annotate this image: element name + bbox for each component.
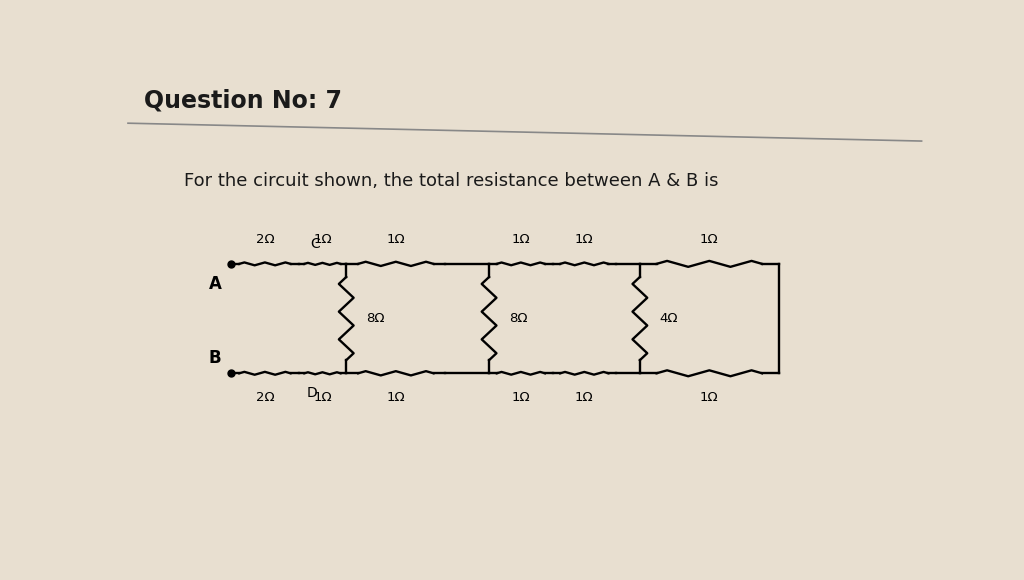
Text: 2Ω: 2Ω bbox=[256, 233, 274, 246]
Text: 1Ω: 1Ω bbox=[313, 392, 332, 404]
Text: 1Ω: 1Ω bbox=[386, 392, 406, 404]
Text: D: D bbox=[306, 386, 317, 400]
Text: B: B bbox=[209, 349, 221, 367]
Text: 1Ω: 1Ω bbox=[575, 392, 594, 404]
Text: C: C bbox=[310, 237, 321, 251]
Text: 1Ω: 1Ω bbox=[575, 233, 594, 246]
Text: 8Ω: 8Ω bbox=[367, 312, 385, 325]
Text: A: A bbox=[209, 275, 222, 293]
Text: 1Ω: 1Ω bbox=[512, 233, 530, 246]
Text: 1Ω: 1Ω bbox=[700, 233, 719, 246]
Text: 1Ω: 1Ω bbox=[386, 233, 406, 246]
Text: 8Ω: 8Ω bbox=[509, 312, 527, 325]
Text: 2Ω: 2Ω bbox=[256, 392, 274, 404]
Text: 1Ω: 1Ω bbox=[313, 233, 332, 246]
Text: Question No: 7: Question No: 7 bbox=[143, 89, 342, 113]
Text: 1Ω: 1Ω bbox=[512, 392, 530, 404]
Text: 4Ω: 4Ω bbox=[659, 312, 678, 325]
Text: 1Ω: 1Ω bbox=[700, 392, 719, 404]
Text: For the circuit shown, the total resistance between A & B is: For the circuit shown, the total resista… bbox=[183, 172, 718, 190]
